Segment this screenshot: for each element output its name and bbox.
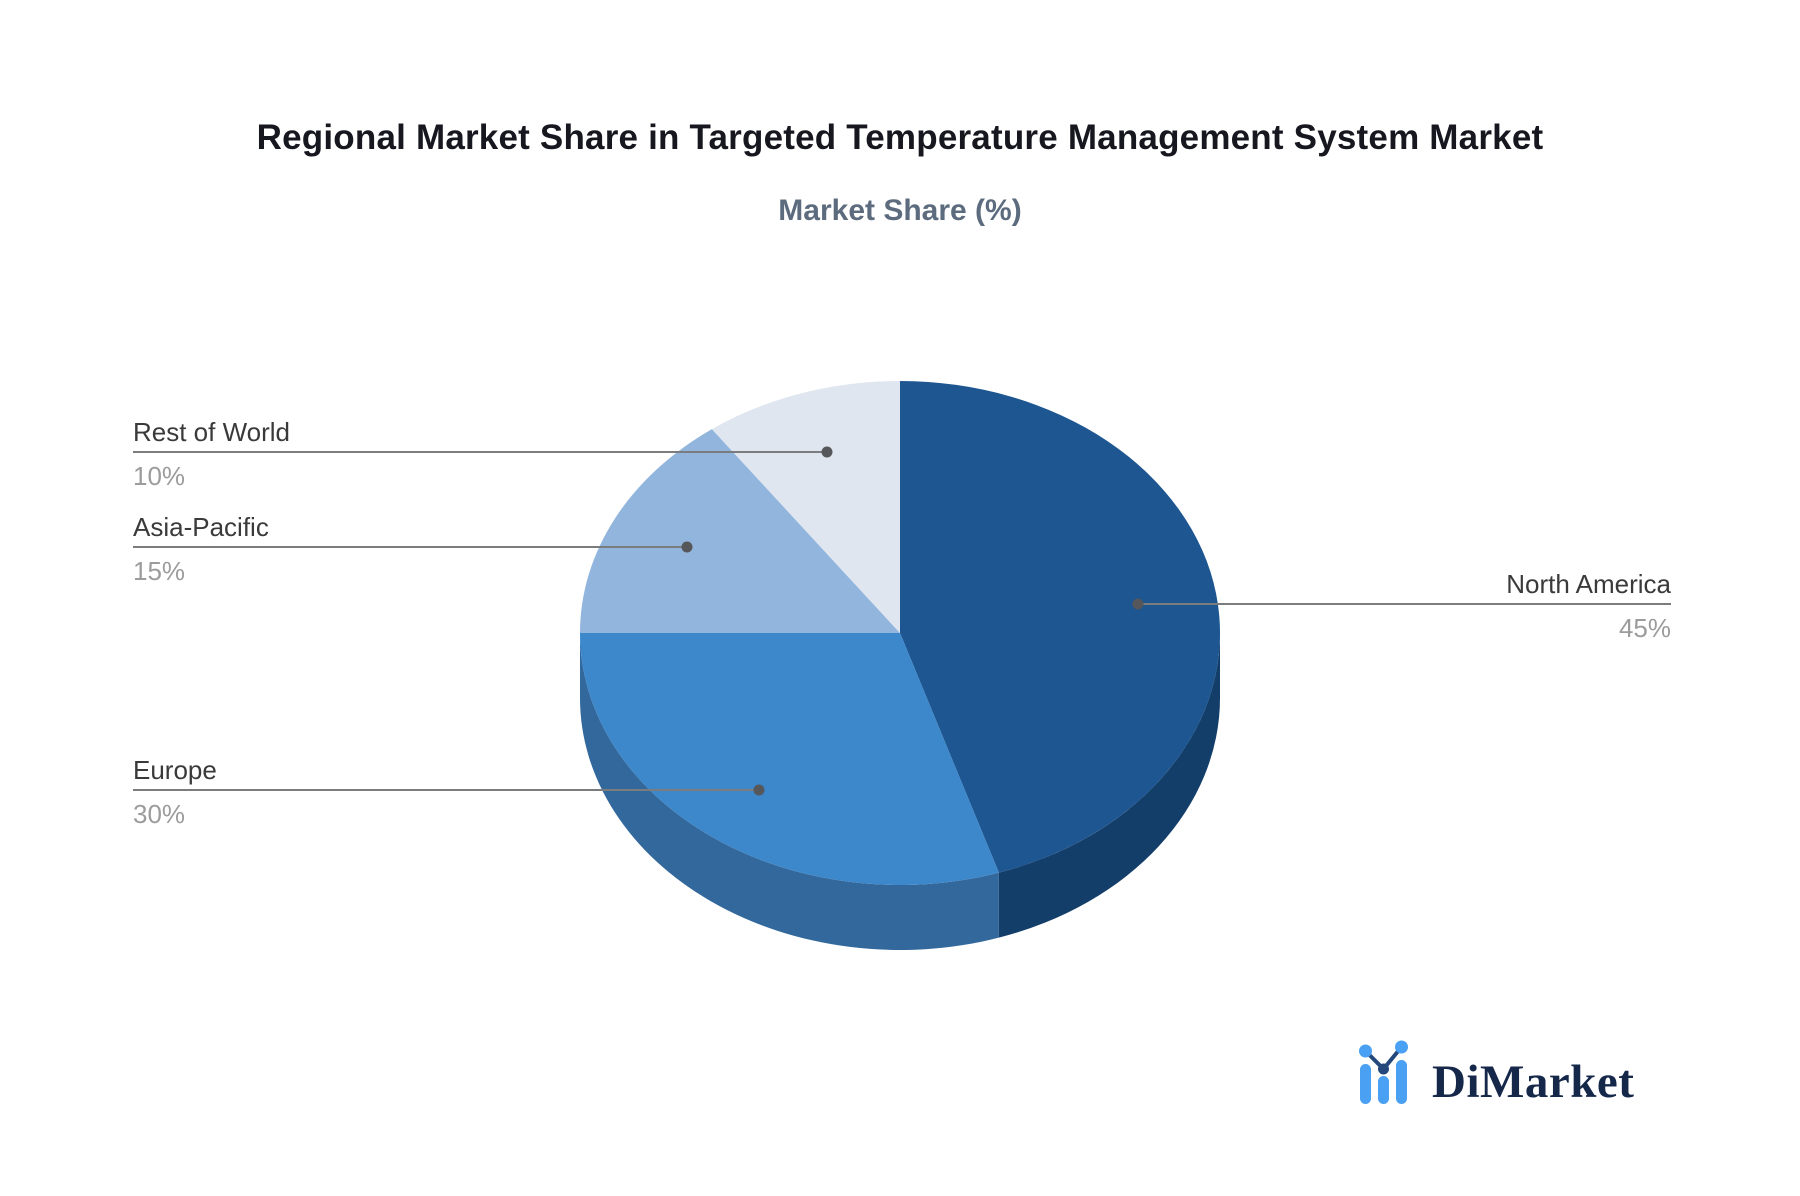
slice-value-north-america: 45% [1618,613,1671,643]
label-leader-dot [681,541,693,553]
slice-label-asia-pacific: Asia-Pacific [133,512,269,542]
pie-slice-asia-pacific [580,429,900,633]
brand-logo-text: DiMarket [1432,1056,1635,1108]
brand-logo: DiMarket [1354,1036,1634,1106]
slice-label-rest-of-world: Rest of World [133,417,291,447]
pie-slice-europe [579,633,999,886]
pie-slice-rest-of-world [711,381,900,633]
chart-title: Regional Market Share in Targeted Temper… [256,118,1544,157]
slice-label-europe: Europe [133,755,217,785]
pie-slice-side [998,633,1220,938]
slice-value-rest-of-world: 10% [133,461,186,491]
pie-slice-north-america [900,381,1221,873]
label-leader-dot [753,784,765,796]
pie-slice-side [579,633,999,951]
chart-subtitle: Market Share (%) [778,194,1022,227]
slice-value-europe: 30% [133,799,186,829]
label-leader-dot [1132,598,1144,610]
label-leader-dot [821,446,833,458]
slice-value-asia-pacific: 15% [133,556,186,586]
bar-chart-logo-icon [1359,1040,1408,1104]
slice-label-north-america: North America [1506,569,1671,599]
